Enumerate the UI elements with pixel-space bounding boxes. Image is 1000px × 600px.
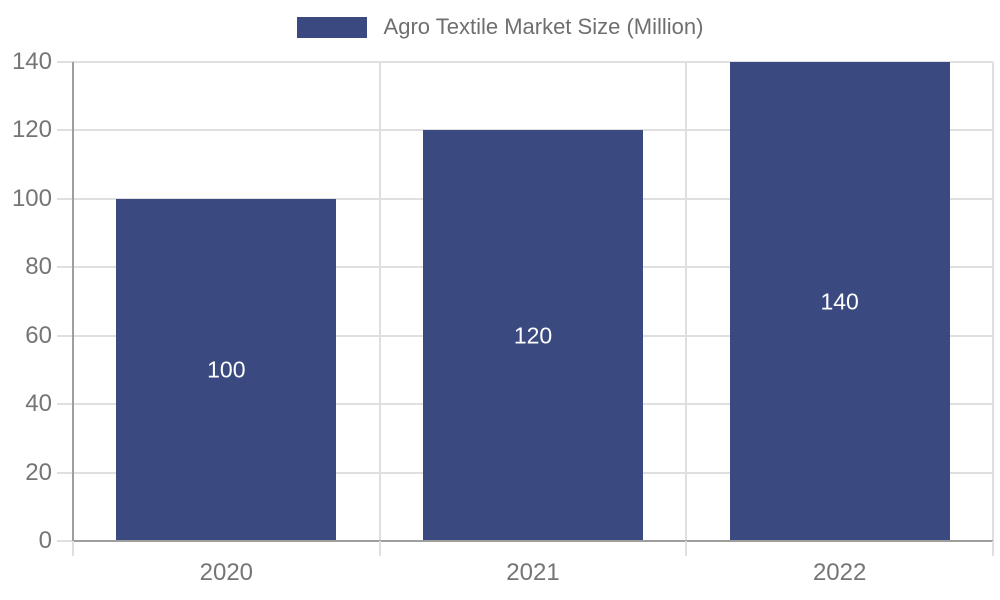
x-axis-line (73, 540, 993, 542)
x-gridline (378, 62, 381, 541)
y-tick-label: 60 (25, 321, 52, 349)
x-gridline (992, 62, 994, 541)
y-tick-label: 80 (25, 253, 52, 281)
x-tick (72, 541, 74, 556)
plot-area: 100 120 140 (73, 61, 994, 541)
y-axis-line (72, 62, 74, 541)
bar-2021: 120 (423, 130, 643, 541)
bar-2022: 140 (729, 62, 950, 541)
y-tick (57, 129, 73, 132)
y-gridline (73, 61, 993, 63)
y-tick (57, 266, 73, 269)
y-tick (57, 403, 73, 406)
y-tick (57, 471, 73, 474)
chart-legend[interactable]: Agro Textile Market Size (Million) (0, 14, 1000, 40)
bar-value-label: 100 (207, 356, 246, 383)
y-tick (57, 61, 73, 63)
bar-value-label: 120 (513, 322, 553, 349)
x-tick (992, 541, 994, 556)
legend-swatch-icon (296, 16, 367, 38)
y-tick-label: 20 (25, 458, 52, 486)
x-tick (378, 541, 381, 556)
y-tick-label: 140 (11, 48, 52, 75)
bar-2020: 100 (116, 198, 337, 541)
y-tick-label: 100 (11, 184, 52, 212)
y-tick (57, 540, 73, 542)
x-tick-label: 2022 (812, 559, 867, 586)
x-tick-label: 2020 (199, 559, 254, 586)
x-tick-label: 2021 (506, 559, 560, 586)
x-gridline (685, 62, 688, 541)
y-tick-label: 120 (11, 116, 52, 144)
y-tick-label: 40 (25, 390, 52, 418)
x-tick (685, 541, 688, 556)
legend-label: Agro Textile Market Size (Million) (383, 14, 704, 39)
bar-value-label: 140 (820, 288, 859, 314)
y-tick-label: 0 (38, 527, 52, 554)
y-tick (57, 197, 73, 200)
y-tick (57, 334, 73, 337)
